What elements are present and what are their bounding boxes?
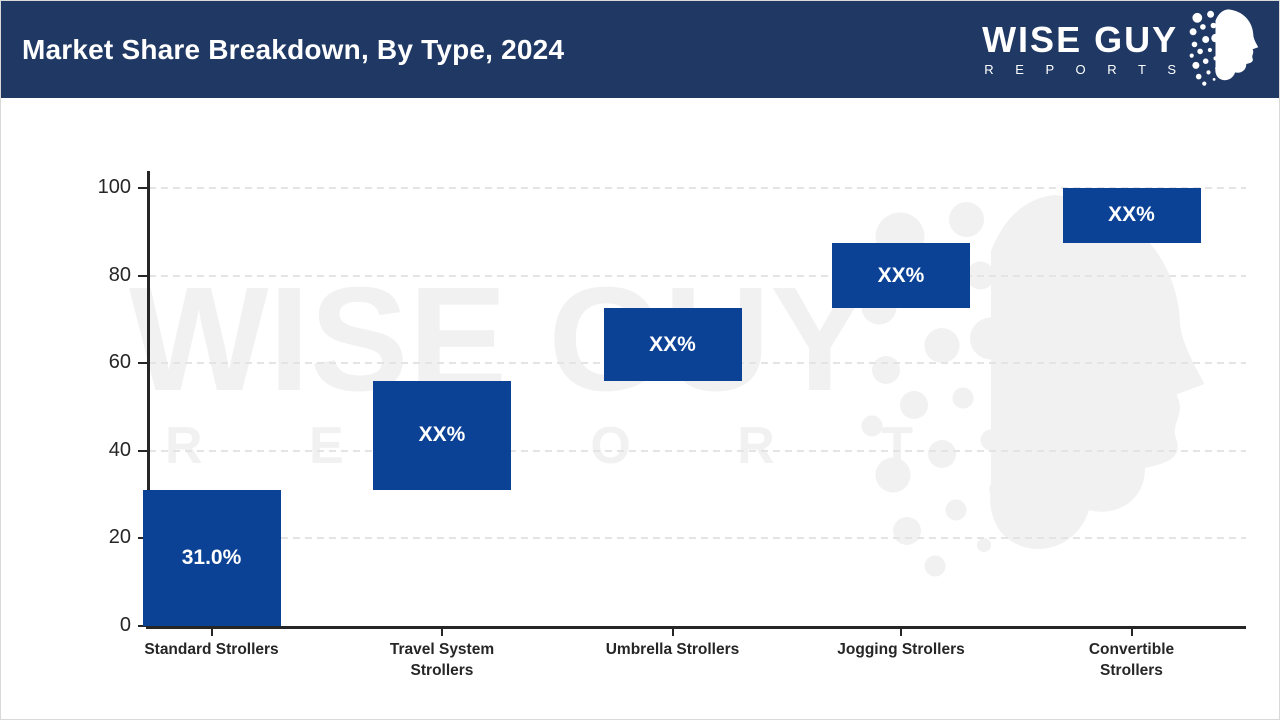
- logo-name: WISE GUY: [982, 19, 1179, 60]
- y-tick-label: 80: [108, 263, 131, 286]
- y-tick-label: 40: [108, 438, 131, 461]
- bar-convertible-strollers: XX%: [1062, 188, 1201, 243]
- logo-text: WISE GUY R E P O R T S: [975, 19, 1185, 78]
- bar-value-label: XX%: [1108, 203, 1155, 227]
- y-tick-mark: [138, 625, 147, 627]
- bar-value-label: XX%: [649, 332, 696, 356]
- y-tick-mark: [138, 362, 147, 365]
- x-tick-mark: [210, 628, 213, 636]
- x-axis-line: [146, 626, 1246, 629]
- x-tick-mark: [671, 628, 674, 636]
- x-tick-mark: [441, 628, 443, 636]
- plot-area: WISE GUY R E P O R T S 0 20 40 60 80 100 31.0%…: [1, 98, 1279, 719]
- grid-line: [149, 187, 1246, 189]
- x-category-label: Jogging Strollers: [837, 641, 965, 658]
- y-tick-label: 0: [119, 614, 131, 636]
- header-bar: Market Share Breakdown, By Type, 2024 WI…: [1, 1, 1279, 98]
- y-tick-mark: [138, 449, 147, 452]
- bar-value-label: XX%: [877, 263, 925, 287]
- chart-title: Market Share Breakdown, By Type, 2024: [22, 33, 565, 65]
- y-tick-label: 100: [97, 176, 131, 198]
- wiseguy-logo: WISE GUY R E P O R T S: [975, 8, 1265, 92]
- logo-sub: R E P O R T S: [984, 62, 1185, 77]
- x-tick-mark: [900, 628, 902, 636]
- x-category-label: Convertible Strollers: [1088, 641, 1175, 679]
- x-category-label: Standard Strollers: [144, 641, 279, 658]
- bar-umbrella-strollers: XX%: [603, 308, 742, 381]
- grid-line: [149, 537, 1246, 540]
- x-category-label: Travel System Strollers: [389, 641, 495, 679]
- x-category-label: Umbrella Strollers: [605, 641, 740, 658]
- y-tick-label: 60: [108, 351, 131, 374]
- bar-value-label: XX%: [418, 423, 466, 447]
- y-axis-line: [147, 171, 150, 628]
- grid-line: [149, 449, 1246, 452]
- y-tick-mark: [138, 274, 147, 277]
- y-tick-label: 20: [108, 526, 131, 549]
- grid-line: [149, 274, 1246, 277]
- x-tick-mark: [1130, 628, 1133, 636]
- bar-travel-system-strollers: XX%: [373, 380, 511, 491]
- bar-standard-strollers: 31.0%: [142, 490, 281, 626]
- bar-value-label: 31.0%: [181, 546, 242, 570]
- y-tick-mark: [138, 187, 147, 189]
- logo-head-icon: [1189, 8, 1259, 86]
- bar-jogging-strollers: XX%: [832, 242, 970, 309]
